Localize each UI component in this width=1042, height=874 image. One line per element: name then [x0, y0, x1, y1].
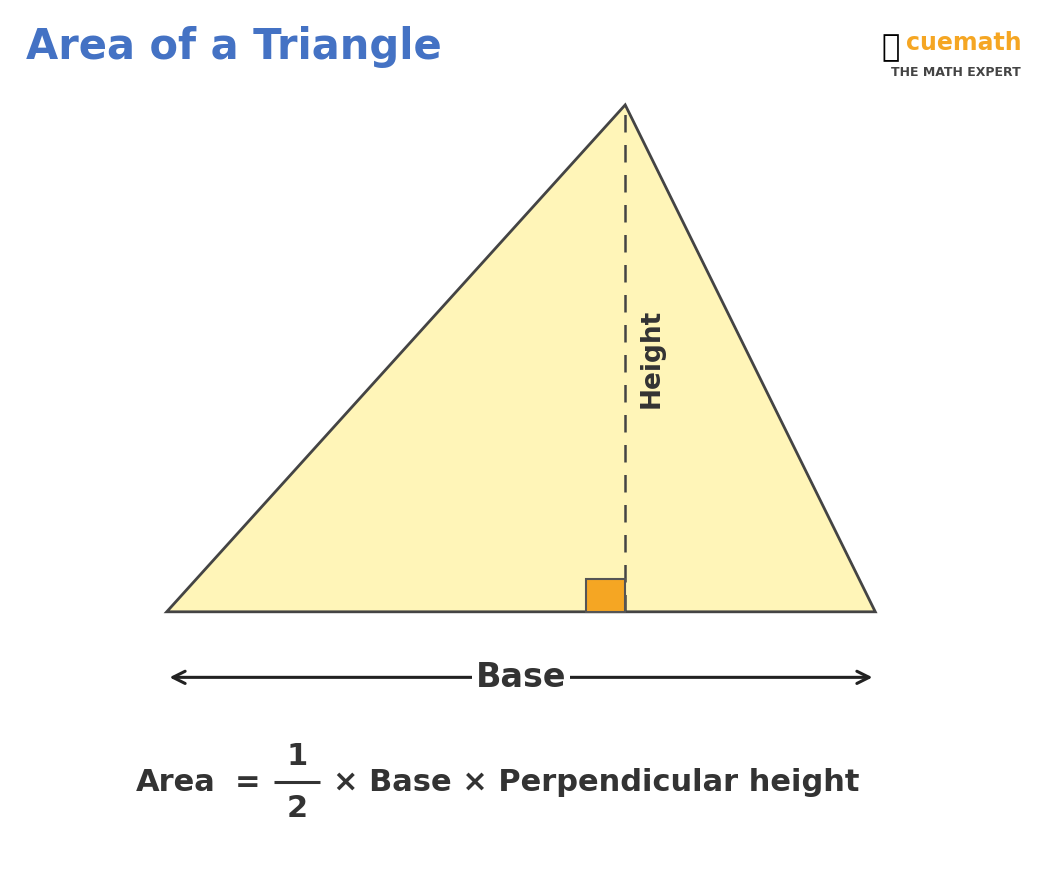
Text: × Base × Perpendicular height: × Base × Perpendicular height — [333, 767, 860, 797]
Polygon shape — [167, 105, 875, 612]
Text: Area: Area — [135, 767, 216, 797]
Text: Area of a Triangle: Area of a Triangle — [26, 26, 442, 68]
Text: 1: 1 — [287, 741, 307, 771]
Text: 2: 2 — [287, 794, 307, 823]
Text: THE MATH EXPERT: THE MATH EXPERT — [891, 66, 1021, 79]
Text: Height: Height — [639, 309, 664, 408]
Text: cuemath: cuemath — [905, 31, 1021, 54]
Text: =: = — [234, 767, 260, 797]
Text: Base: Base — [476, 661, 566, 694]
Text: 🚀: 🚀 — [882, 33, 900, 62]
Bar — [586, 579, 625, 612]
